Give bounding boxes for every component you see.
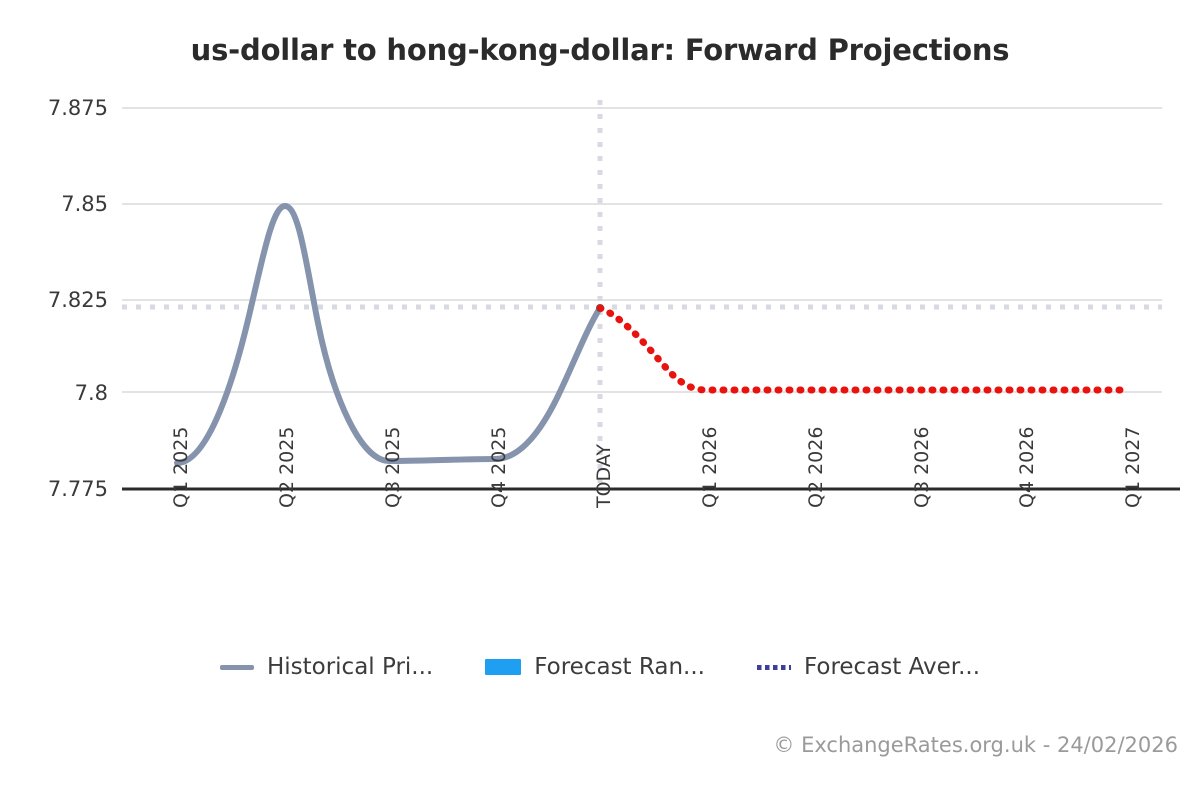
x-tick-label-q4-2025: Q4 2025 bbox=[488, 426, 510, 508]
x-tick-label-q1-2026: Q1 2026 bbox=[699, 426, 721, 508]
chart-title: us-dollar to hong-kong-dollar: Forward P… bbox=[190, 33, 1010, 67]
x-tick-label-q1-2025: Q1 2025 bbox=[170, 426, 192, 508]
dotted-swatch-icon bbox=[756, 664, 791, 670]
y-tick-label-78: 7.8 bbox=[74, 381, 108, 405]
forecast-average-line bbox=[596, 304, 1132, 394]
chart-legend: Historical Pri... Forecast Ran... Foreca… bbox=[0, 654, 1200, 680]
legend-item-historical-price[interactable]: Historical Pri... bbox=[219, 654, 434, 680]
x-tick-label-q3-2026: Q3 2026 bbox=[911, 426, 933, 508]
x-tick-label-q3-2025: Q3 2025 bbox=[382, 426, 404, 508]
gridlines bbox=[122, 107, 1162, 393]
y-tick-label-7875: 7.875 bbox=[47, 96, 108, 120]
legend-label-historical-price: Historical Pri... bbox=[266, 654, 434, 680]
x-tick-label-q2-2026: Q2 2026 bbox=[805, 426, 827, 508]
y-tick-label-785: 7.85 bbox=[61, 192, 108, 216]
legend-label-forecast-average: Forecast Aver... bbox=[803, 654, 981, 680]
y-tick-label-7775: 7.775 bbox=[47, 477, 108, 501]
legend-label-forecast-range: Forecast Ran... bbox=[534, 654, 705, 680]
x-tick-label-today: TODAY bbox=[593, 444, 615, 508]
line-swatch-icon bbox=[219, 664, 254, 670]
x-tick-label-q4-2026: Q4 2026 bbox=[1016, 426, 1038, 508]
footer-credit: © ExchangeRates.org.uk - 24/02/2026 bbox=[773, 733, 1178, 757]
legend-item-forecast-range[interactable]: Forecast Ran... bbox=[485, 654, 705, 680]
x-tick-label-q2-2025: Q2 2025 bbox=[276, 426, 298, 508]
y-tick-label-7825: 7.825 bbox=[47, 288, 108, 312]
x-tick-label-q1-2027: Q1 2027 bbox=[1122, 426, 1144, 508]
legend-item-forecast-average[interactable]: Forecast Aver... bbox=[756, 654, 981, 680]
box-swatch-icon bbox=[485, 659, 522, 675]
historical-price-line bbox=[174, 203, 603, 466]
